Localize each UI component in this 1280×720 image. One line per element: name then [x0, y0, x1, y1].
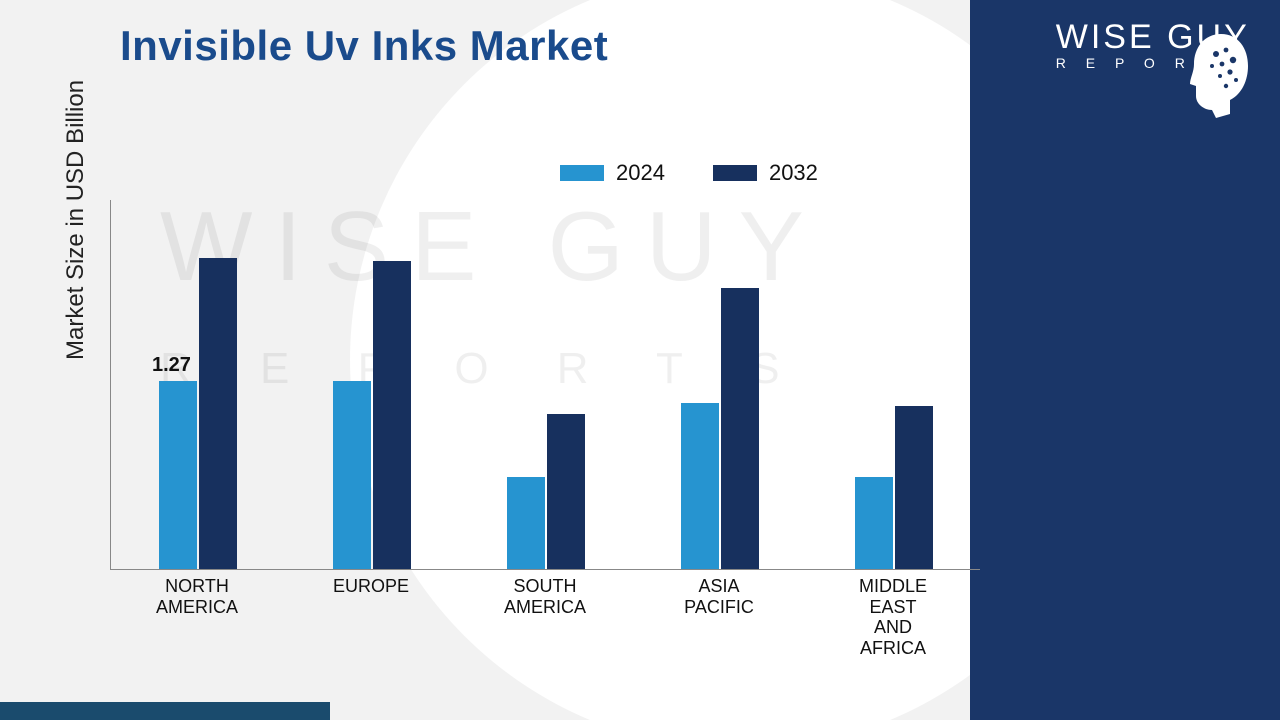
bar [855, 477, 893, 569]
x-label: SOUTH AMERICA [504, 576, 586, 617]
legend-swatch-2032 [713, 165, 757, 181]
bar [333, 381, 371, 569]
y-axis-label: Market Size in USD Billion [62, 80, 90, 360]
x-label: NORTH AMERICA [156, 576, 238, 617]
bar [721, 288, 759, 569]
bottom-strip [0, 702, 330, 720]
legend-item-2032: 2032 [713, 160, 818, 186]
y-axis-line [110, 200, 111, 570]
bar [159, 381, 197, 569]
bar-group [506, 414, 586, 569]
legend-label-2024: 2024 [616, 160, 665, 186]
legend-swatch-2024 [560, 165, 604, 181]
page-title: Invisible Uv Inks Market [120, 22, 608, 70]
bar-group [158, 258, 238, 569]
brand-logo: WISE GUY R E P O R T S [1056, 18, 1250, 71]
bar-chart [110, 200, 980, 570]
x-label: MIDDLE EAST AND AFRICA [859, 576, 927, 659]
x-axis-line [110, 569, 980, 570]
content-layer: Invisible Uv Inks Market WISE GUY R E P … [0, 0, 1280, 720]
bar-value-annotation: 1.27 [152, 354, 191, 377]
legend-label-2032: 2032 [769, 160, 818, 186]
x-label: ASIA PACIFIC [684, 576, 754, 617]
x-label: EUROPE [333, 576, 409, 597]
bar [547, 414, 585, 569]
bar-group [332, 261, 412, 569]
bar [681, 403, 719, 569]
bar [373, 261, 411, 569]
bar-group [854, 406, 934, 569]
bar [199, 258, 237, 569]
legend: 2024 2032 [560, 160, 818, 186]
bar-group [680, 288, 760, 569]
stage: Invisible Uv Inks Market WISE GUY R E P … [0, 0, 1280, 720]
bar [507, 477, 545, 569]
legend-item-2024: 2024 [560, 160, 665, 186]
brand-head-icon [1186, 30, 1256, 120]
bar [895, 406, 933, 569]
